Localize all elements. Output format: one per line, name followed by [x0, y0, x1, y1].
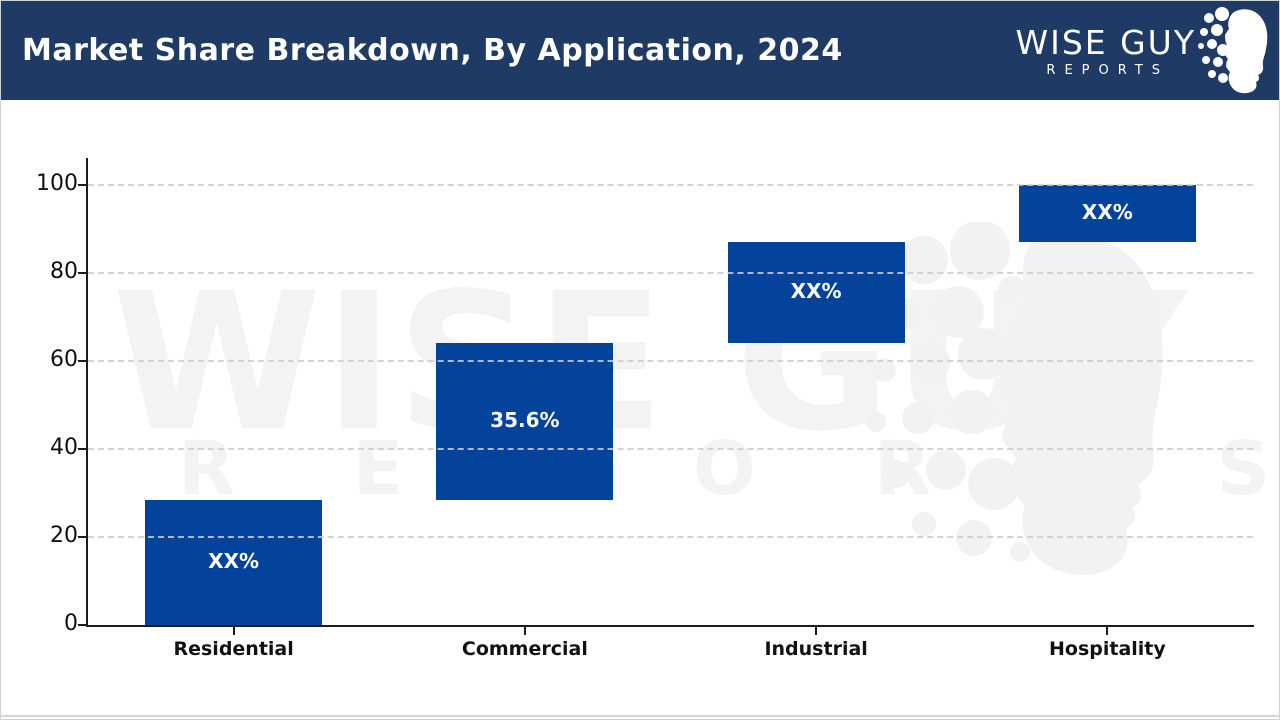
gridline: [88, 272, 1253, 274]
y-tick-mark: [78, 272, 87, 274]
wiseguy-logo-wordmark: WISE GUY: [1015, 23, 1196, 62]
page-title: Market Share Breakdown, By Application, …: [22, 33, 843, 68]
bar-industrial: [727, 242, 905, 344]
header-bar: Market Share Breakdown, By Application, …: [0, 0, 1280, 100]
x-tick-label-industrial: Industrial: [764, 638, 868, 660]
bar-value-label: XX%: [208, 548, 260, 573]
y-tick-mark: [78, 360, 87, 362]
bar-value-label: 35.6%: [490, 407, 560, 432]
y-tick-label: 80: [50, 259, 78, 284]
wiseguy-logo: WISE GUY REPORTS: [1015, 0, 1268, 100]
x-tick-label-hospitality: Hospitality: [1048, 638, 1166, 660]
y-tick-mark: [78, 536, 87, 538]
y-tick-mark: [78, 448, 87, 450]
y-tick-label: 60: [50, 347, 78, 372]
y-tick-mark: [78, 624, 87, 626]
footer-divider: [0, 715, 1280, 717]
x-tick-label-commercial: Commercial: [461, 638, 588, 660]
x-tick-mark: [1106, 627, 1109, 635]
gridline: [88, 360, 1253, 362]
y-axis-spine: [86, 158, 88, 627]
wiseguy-logo-text: WISE GUY REPORTS: [1015, 26, 1196, 78]
bar-hospitality: [1018, 185, 1196, 243]
x-tick-mark: [523, 627, 526, 635]
x-tick-mark: [815, 627, 818, 635]
wiseguy-face-icon: [1198, 7, 1268, 94]
bar-value-label: XX%: [790, 278, 842, 303]
bar-value-label: XX%: [1081, 199, 1133, 224]
bar-residential: [145, 500, 323, 625]
y-tick-label: 100: [36, 171, 78, 196]
gridline: [88, 448, 1253, 450]
y-tick-label: 40: [50, 435, 78, 460]
bar-commercial: [436, 343, 614, 501]
gridline: [88, 536, 1253, 538]
x-axis-spine: [86, 625, 1254, 627]
x-tick-label-residential: Residential: [173, 638, 294, 660]
y-tick-label: 0: [64, 611, 78, 636]
y-tick-label: 20: [50, 523, 78, 548]
y-tick-mark: [78, 184, 87, 186]
gridline: [88, 184, 1253, 186]
wiseguy-logo-reports: REPORTS: [1046, 63, 1170, 78]
x-tick-mark: [232, 627, 235, 635]
